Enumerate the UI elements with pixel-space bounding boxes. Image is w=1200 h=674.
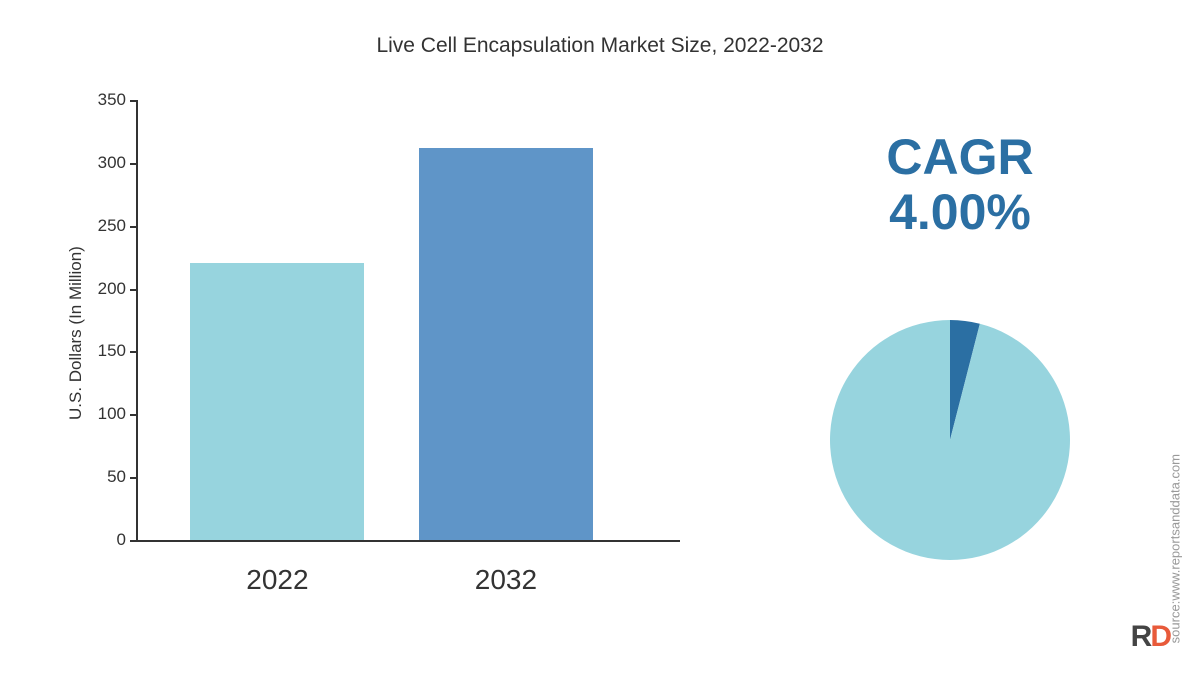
y-tick-label: 100 bbox=[86, 404, 126, 424]
cagr-label: CAGR bbox=[800, 130, 1120, 185]
y-tick-mark bbox=[130, 289, 136, 291]
y-tick-label: 50 bbox=[86, 467, 126, 487]
x-category-label: 2022 bbox=[190, 564, 364, 596]
y-tick-mark bbox=[130, 477, 136, 479]
logo-r: R bbox=[1131, 620, 1151, 653]
y-axis-label: U.S. Dollars (In Million) bbox=[66, 246, 86, 420]
pie-chart bbox=[830, 320, 1070, 560]
y-tick-label: 200 bbox=[86, 279, 126, 299]
y-tick-mark bbox=[130, 351, 136, 353]
y-tick-mark bbox=[130, 100, 136, 102]
y-tick-label: 0 bbox=[86, 530, 126, 550]
y-tick-label: 150 bbox=[86, 341, 126, 361]
bar-2022 bbox=[190, 263, 364, 540]
y-tick-mark bbox=[130, 414, 136, 416]
y-axis-line bbox=[136, 100, 138, 540]
y-tick-label: 350 bbox=[86, 90, 126, 110]
y-tick-label: 250 bbox=[86, 216, 126, 236]
y-tick-mark bbox=[130, 540, 136, 542]
brand-logo: RD bbox=[1131, 620, 1170, 654]
cagr-value: 4.00% bbox=[800, 185, 1120, 240]
pie-slice-rest-slice bbox=[830, 320, 1070, 560]
y-tick-label: 300 bbox=[86, 153, 126, 173]
x-axis-line bbox=[136, 540, 680, 542]
cagr-callout: CAGR 4.00% bbox=[800, 130, 1120, 240]
source-attribution: source:www.reportsanddata.com bbox=[1167, 454, 1182, 643]
logo-d: D bbox=[1150, 620, 1170, 653]
y-tick-mark bbox=[130, 226, 136, 228]
bar-2032 bbox=[419, 148, 593, 540]
x-category-label: 2032 bbox=[419, 564, 593, 596]
y-tick-mark bbox=[130, 163, 136, 165]
